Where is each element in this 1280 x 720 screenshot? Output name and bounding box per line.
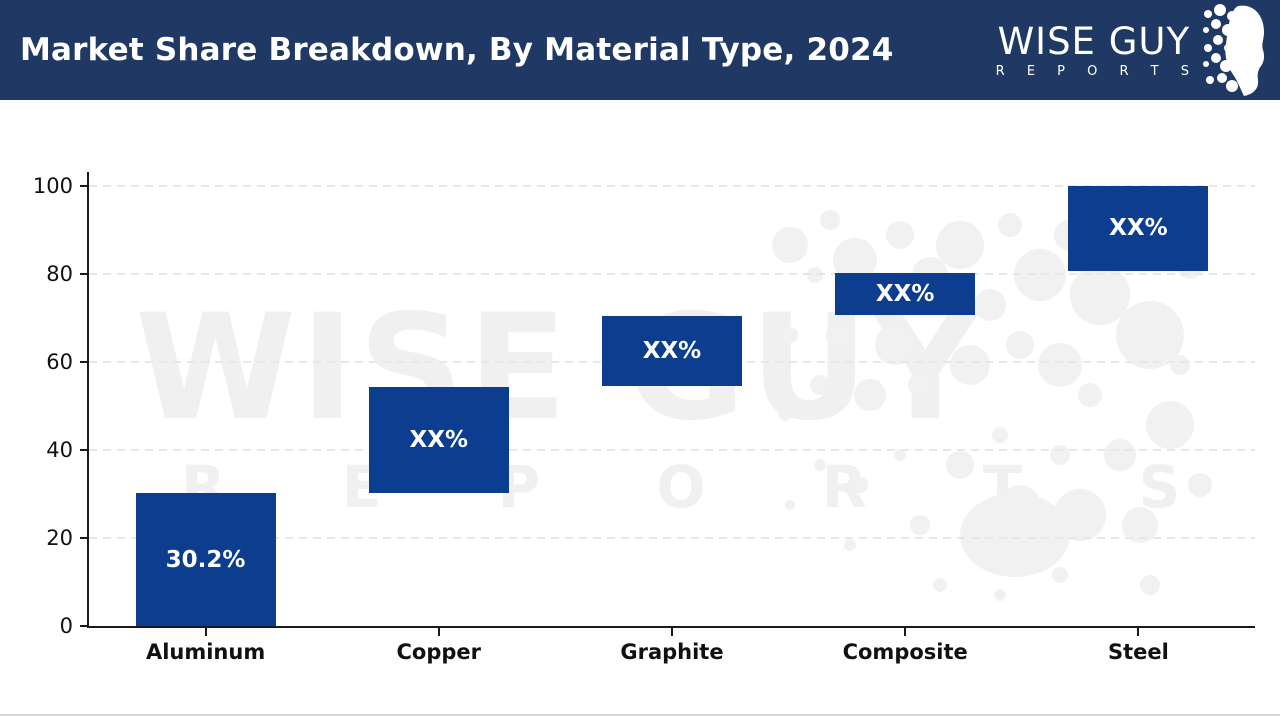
header: Market Share Breakdown, By Material Type… [0, 0, 1280, 100]
y-axis-line [87, 172, 89, 626]
logo-face-icon [1203, 4, 1265, 96]
x-tick-mark [1137, 628, 1140, 636]
bar-value-label: 30.2% [165, 546, 246, 573]
y-tick-label: 0 [59, 614, 73, 638]
grid-line [89, 449, 1255, 451]
bar-value-label: XX% [642, 338, 702, 364]
y-tick-mark [80, 273, 89, 275]
grid-line [89, 185, 1255, 187]
x-category-label: Copper [396, 640, 482, 664]
bar: 30.2% [135, 493, 276, 626]
y-tick-label: 80 [46, 262, 73, 286]
x-category-label: Steel [1107, 640, 1169, 664]
bar: XX% [602, 315, 742, 387]
logo-subtitle: R E P O R T S [995, 63, 1198, 79]
x-axis-line [87, 626, 1255, 628]
wise-guy-logo: WISE GUY R E P O R T S [990, 4, 1266, 96]
plot-area: 0 20 40 60 80 100 30.2% Aluminum XX% Copper XX% Gra… [33, 172, 1255, 664]
y-tick-mark [80, 625, 89, 627]
y-tick-label: 100 [32, 174, 73, 198]
y-tick-mark [80, 537, 89, 539]
bar: XX% [835, 273, 976, 315]
y-tick-label: 20 [46, 526, 73, 550]
logo-text: WISE GUY R E P O R T S [990, 23, 1198, 78]
x-category-label: Composite [842, 640, 968, 664]
y-tick-mark [80, 449, 89, 451]
y-tick-label: 60 [46, 350, 73, 374]
x-tick-mark [904, 628, 907, 636]
y-tick-mark [80, 361, 89, 363]
x-tick-mark [204, 628, 207, 636]
x-category-label: Aluminum [145, 640, 266, 664]
bar-value-label: XX% [409, 427, 469, 454]
page-title: Market Share Breakdown, By Material Type… [20, 32, 894, 68]
y-tick-mark [80, 185, 89, 187]
grid-line [89, 273, 1255, 275]
y-tick-label: 40 [46, 438, 73, 462]
grid-line [89, 537, 1255, 539]
logo-wordmark: WISE GUY [997, 19, 1191, 63]
x-tick-mark [437, 628, 440, 636]
bar: XX% [368, 387, 509, 494]
x-category-label: Graphite [620, 640, 724, 664]
bar-value-label: XX% [1109, 215, 1168, 242]
bottom-divider [0, 714, 1280, 716]
bar: XX% [1068, 186, 1209, 271]
x-tick-mark [671, 628, 673, 636]
bar-value-label: XX% [875, 281, 935, 308]
